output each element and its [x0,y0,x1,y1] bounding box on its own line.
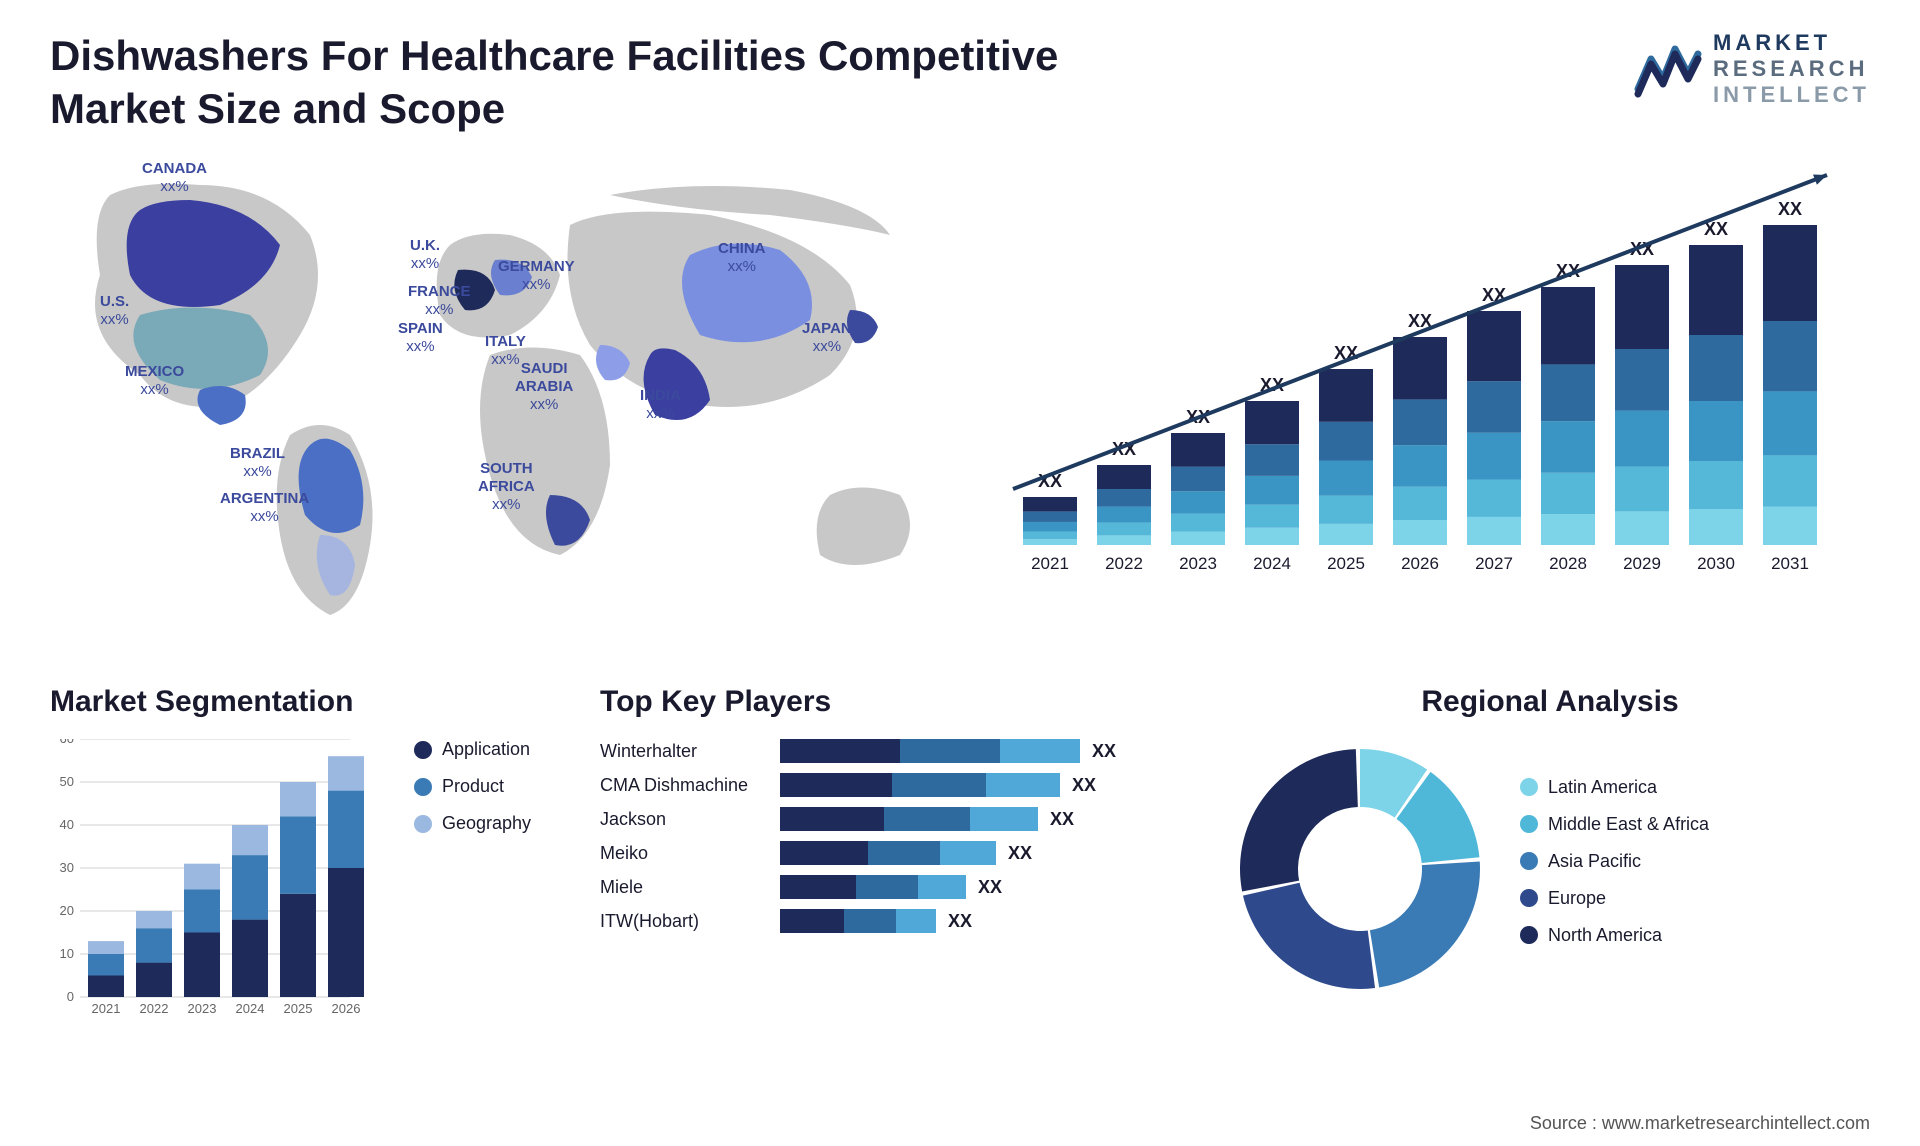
legend-item: Europe [1520,888,1709,909]
player-row: CMA Dishmachine XX [600,773,1200,797]
source-text: Source : www.marketresearchintellect.com [1530,1113,1870,1134]
svg-text:0: 0 [67,989,74,1004]
map-label: FRANCExx% [408,283,471,319]
player-bar [780,739,1080,763]
svg-text:2031: 2031 [1771,554,1809,573]
map-label: SPAINxx% [398,320,443,356]
player-value: XX [1092,741,1116,762]
map-label: JAPANxx% [802,320,852,356]
player-value: XX [1072,775,1096,796]
map-label: CHINAxx% [718,240,766,276]
world-map [50,155,970,645]
svg-text:2021: 2021 [1031,554,1069,573]
map-label: INDIAxx% [640,387,681,423]
player-value: XX [1050,809,1074,830]
players-chart: Winterhalter XX CMA Dishmachine XX Jackson XX… [600,739,1200,933]
svg-text:2025: 2025 [284,1001,313,1016]
player-bar [780,875,966,899]
brand-logo: MARKET RESEARCH INTELLECT [1633,30,1870,108]
player-row: Jackson XX [600,807,1200,831]
svg-text:2030: 2030 [1697,554,1735,573]
logo-text-3: INTELLECT [1713,82,1870,108]
svg-text:2027: 2027 [1475,554,1513,573]
legend-item: Product [414,776,531,797]
legend-item: Geography [414,813,531,834]
svg-text:2026: 2026 [332,1001,361,1016]
map-label: SOUTHAFRICAxx% [478,460,535,514]
svg-text:40: 40 [60,817,74,832]
legend-item: Application [414,739,531,760]
svg-text:2023: 2023 [188,1001,217,1016]
svg-text:60: 60 [60,739,74,746]
legend-item: Middle East & Africa [1520,814,1709,835]
legend-item: North America [1520,925,1709,946]
map-label: U.S.xx% [100,293,129,329]
header: Dishwashers For Healthcare Facilities Co… [50,30,1870,135]
player-name: Jackson [600,809,780,830]
players-panel: Top Key Players WinterhalterXXCMA Dishma… [600,685,1200,1049]
logo-text-2: RESEARCH [1713,56,1870,82]
svg-text:2023: 2023 [1179,554,1217,573]
segmentation-legend: Application Product Geography [414,739,531,850]
player-name: Meiko [600,843,780,864]
growth-chart: XX2021XX2022XX2023XX2024XX2025XX2026XX20… [1010,155,1830,625]
player-bar [780,841,996,865]
player-name: Miele [600,877,780,898]
player-value: XX [978,877,1002,898]
segmentation-title: Market Segmentation [50,685,570,719]
regional-legend: Latin America Middle East & Africa Asia Pa… [1520,777,1709,962]
map-label: BRAZILxx% [230,445,285,481]
legend-item: Asia Pacific [1520,851,1709,872]
svg-text:2024: 2024 [1253,554,1291,573]
player-name: ITW(Hobart) [600,911,780,932]
svg-text:50: 50 [60,774,74,789]
player-row: ITW(Hobart) XX [600,909,1200,933]
map-label: ARGENTINAxx% [220,490,309,526]
svg-text:XX: XX [1778,199,1802,219]
map-label: MEXICOxx% [125,363,184,399]
svg-text:2026: 2026 [1401,554,1439,573]
segmentation-panel: Market Segmentation 0 10 20 30 40 50 60 2021 202… [50,685,570,1049]
logo-text-1: MARKET [1713,30,1870,56]
logo-icon [1633,39,1703,99]
legend-item: Latin America [1520,777,1709,798]
page-title: Dishwashers For Healthcare Facilities Co… [50,30,1150,135]
segmentation-chart: 0 10 20 30 40 50 60 2021 2022 2023 2024 2025 2026 [50,739,390,1049]
player-value: XX [948,911,972,932]
player-row: Meiko XX [600,841,1200,865]
svg-text:2025: 2025 [1327,554,1365,573]
player-bar [780,909,936,933]
map-label: GERMANYxx% [498,258,575,294]
growth-chart-panel: XX2021XX2022XX2023XX2024XX2025XX2026XX20… [1010,155,1870,645]
map-label: U.K.xx% [410,237,440,273]
player-name: Winterhalter [600,741,780,762]
player-bar [780,807,1038,831]
player-value: XX [1008,843,1032,864]
svg-text:2022: 2022 [140,1001,169,1016]
map-label: CANADAxx% [142,160,207,196]
regional-panel: Regional Analysis Latin America Middle Ea… [1230,685,1870,1049]
svg-text:2021: 2021 [92,1001,121,1016]
svg-text:2028: 2028 [1549,554,1587,573]
player-row: Winterhalter XX [600,739,1200,763]
player-name: CMA Dishmachine [600,775,780,796]
svg-text:20: 20 [60,903,74,918]
svg-text:30: 30 [60,860,74,875]
world-map-panel: CANADAxx% U.S.xx% MEXICOxx% BRAZILxx% ARGENT… [50,155,970,645]
players-title: Top Key Players [600,685,1200,719]
svg-text:2029: 2029 [1623,554,1661,573]
player-row: Miele XX [600,875,1200,899]
player-bar [780,773,1060,797]
svg-text:10: 10 [60,946,74,961]
regional-title: Regional Analysis [1230,685,1870,719]
map-label: SAUDIARABIAxx% [515,360,573,414]
svg-text:2022: 2022 [1105,554,1143,573]
svg-text:2024: 2024 [236,1001,265,1016]
regional-donut [1230,739,1490,999]
